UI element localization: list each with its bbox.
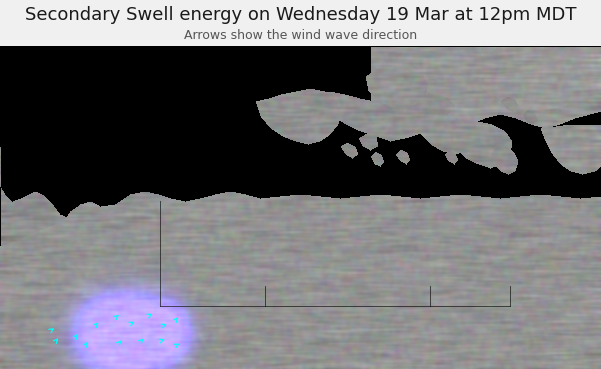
Text: Arrows show the wind wave direction: Arrows show the wind wave direction <box>184 30 417 42</box>
Text: Secondary Swell energy on Wednesday 19 Mar at 12pm MDT: Secondary Swell energy on Wednesday 19 M… <box>25 6 576 24</box>
